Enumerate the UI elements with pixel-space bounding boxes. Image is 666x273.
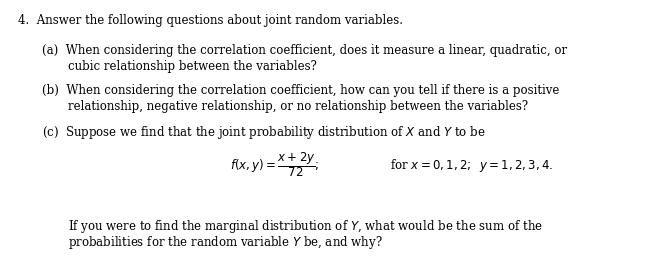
Text: relationship, negative relationship, or no relationship between the variables?: relationship, negative relationship, or … (68, 100, 528, 113)
Text: (a)  When considering the correlation coefficient, does it measure a linear, qua: (a) When considering the correlation coe… (42, 44, 567, 57)
Text: If you were to find the marginal distribution of $Y$, what would be the sum of t: If you were to find the marginal distrib… (68, 218, 543, 235)
Text: (b)  When considering the correlation coefficient, how can you tell if there is : (b) When considering the correlation coe… (42, 84, 559, 97)
Text: for $x = 0, 1, 2;\;\; y = 1, 2, 3, 4.$: for $x = 0, 1, 2;\;\; y = 1, 2, 3, 4.$ (390, 156, 553, 174)
Text: (c)  Suppose we find that the joint probability distribution of $X$ and $Y$ to b: (c) Suppose we find that the joint proba… (42, 124, 486, 141)
Text: cubic relationship between the variables?: cubic relationship between the variables… (68, 60, 317, 73)
Text: $f(x, y) = \dfrac{x + 2y}{72};$: $f(x, y) = \dfrac{x + 2y}{72};$ (230, 151, 320, 179)
Text: probabilities for the random variable $Y$ be, and why?: probabilities for the random variable $Y… (68, 234, 383, 251)
Text: 4.  Answer the following questions about joint random variables.: 4. Answer the following questions about … (18, 14, 403, 27)
